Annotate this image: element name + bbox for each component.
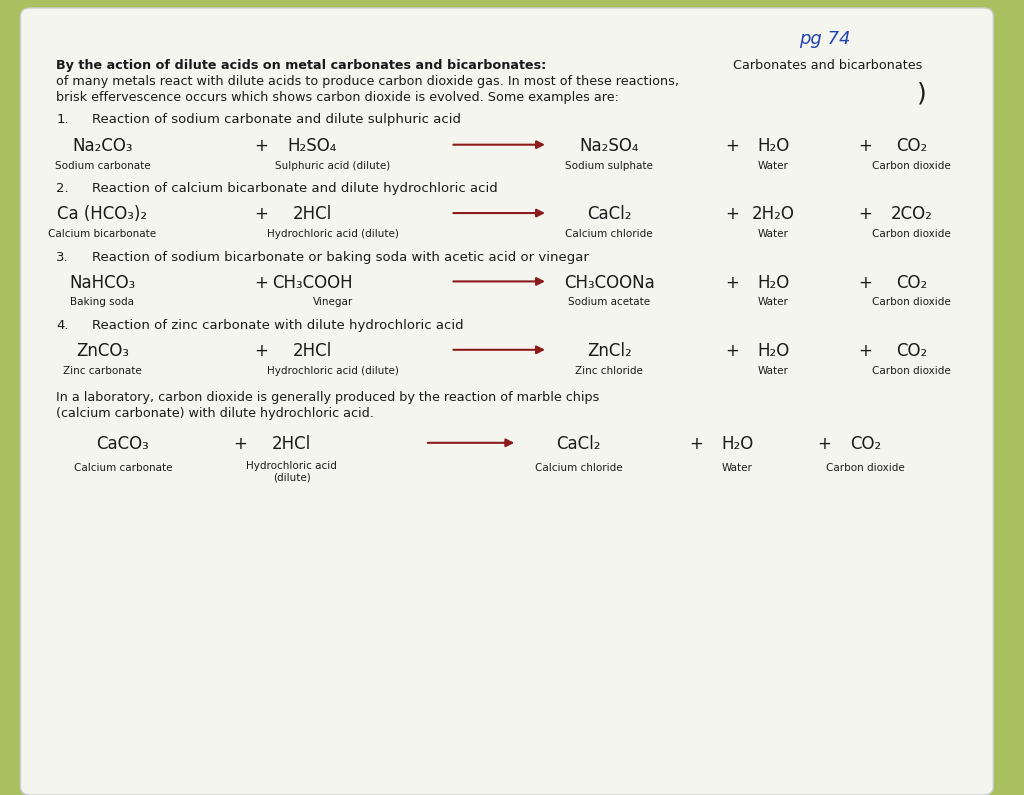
Text: 2HCl: 2HCl <box>293 205 332 223</box>
Text: 1.: 1. <box>56 113 69 126</box>
Text: Na₂CO₃: Na₂CO₃ <box>72 137 133 155</box>
Text: Reaction of sodium carbonate and dilute sulphuric acid: Reaction of sodium carbonate and dilute … <box>92 113 461 126</box>
Text: CaCO₃: CaCO₃ <box>96 435 150 453</box>
Text: Calcium chloride: Calcium chloride <box>535 463 623 473</box>
Text: +: + <box>254 342 268 360</box>
Text: Baking soda: Baking soda <box>71 297 134 308</box>
Text: H₂O: H₂O <box>757 273 790 292</box>
Text: CaCl₂: CaCl₂ <box>587 205 632 223</box>
Text: H₂O: H₂O <box>721 435 754 453</box>
Text: CO₂: CO₂ <box>896 273 927 292</box>
Text: Reaction of sodium bicarbonate or baking soda with acetic acid or vinegar: Reaction of sodium bicarbonate or baking… <box>92 250 589 264</box>
Text: H₂O: H₂O <box>757 342 790 360</box>
Text: CaCl₂: CaCl₂ <box>556 435 601 453</box>
Text: Sodium carbonate: Sodium carbonate <box>54 161 151 171</box>
Text: Na₂SO₄: Na₂SO₄ <box>580 137 639 155</box>
Text: 2CO₂: 2CO₂ <box>891 205 932 223</box>
Text: Calcium carbonate: Calcium carbonate <box>74 463 172 473</box>
Text: Water: Water <box>722 463 753 473</box>
Text: Calcium bicarbonate: Calcium bicarbonate <box>48 229 157 239</box>
Text: Zinc carbonate: Zinc carbonate <box>63 366 141 376</box>
Text: Water: Water <box>758 161 788 171</box>
Text: CO₂: CO₂ <box>896 137 927 155</box>
Text: pg 74: pg 74 <box>799 29 850 48</box>
Text: Carbon dioxide: Carbon dioxide <box>872 229 950 239</box>
Text: +: + <box>233 435 248 453</box>
Text: H₂SO₄: H₂SO₄ <box>288 137 337 155</box>
Text: Carbon dioxide: Carbon dioxide <box>826 463 904 473</box>
Text: Carbon dioxide: Carbon dioxide <box>872 161 950 171</box>
Text: Water: Water <box>758 229 788 239</box>
Text: +: + <box>725 342 739 360</box>
Text: 3.: 3. <box>56 250 69 264</box>
Text: Vinegar: Vinegar <box>312 297 353 308</box>
Text: 2HCl: 2HCl <box>272 435 311 453</box>
Text: +: + <box>254 273 268 292</box>
Text: H₂O: H₂O <box>757 137 790 155</box>
Text: Carbonates and bicarbonates: Carbonates and bicarbonates <box>729 59 923 72</box>
Text: 2HCl: 2HCl <box>293 342 332 360</box>
Text: 2H₂O: 2H₂O <box>752 205 795 223</box>
Text: CH₃COOH: CH₃COOH <box>272 273 352 292</box>
Text: Carbon dioxide: Carbon dioxide <box>872 297 950 308</box>
Text: NaHCO₃: NaHCO₃ <box>70 273 135 292</box>
Text: Hydrochloric acid
(dilute): Hydrochloric acid (dilute) <box>247 460 337 483</box>
Text: of many metals react with dilute acids to produce carbon dioxide gas. In most of: of many metals react with dilute acids t… <box>56 75 679 88</box>
Text: brisk effervescence occurs which shows carbon dioxide is evolved. Some examples : brisk effervescence occurs which shows c… <box>56 91 620 104</box>
Text: Hydrochloric acid (dilute): Hydrochloric acid (dilute) <box>267 366 398 376</box>
Text: ZnCO₃: ZnCO₃ <box>76 342 129 360</box>
Text: Hydrochloric acid (dilute): Hydrochloric acid (dilute) <box>267 229 398 239</box>
Text: Sulphuric acid (dilute): Sulphuric acid (dilute) <box>275 161 390 171</box>
Text: +: + <box>254 137 268 155</box>
Text: Water: Water <box>758 297 788 308</box>
Text: Zinc chloride: Zinc chloride <box>575 366 643 376</box>
Text: +: + <box>725 273 739 292</box>
Text: CO₂: CO₂ <box>850 435 881 453</box>
Text: CH₃COONa: CH₃COONa <box>564 273 654 292</box>
Text: Reaction of zinc carbonate with dilute hydrochloric acid: Reaction of zinc carbonate with dilute h… <box>92 319 464 332</box>
Text: Ca (HCO₃)₂: Ca (HCO₃)₂ <box>57 205 147 223</box>
Text: Reaction of calcium bicarbonate and dilute hydrochloric acid: Reaction of calcium bicarbonate and dilu… <box>92 182 498 196</box>
Text: +: + <box>858 137 872 155</box>
FancyBboxPatch shape <box>20 8 993 795</box>
Text: Sodium acetate: Sodium acetate <box>568 297 650 308</box>
Text: +: + <box>725 205 739 223</box>
Text: +: + <box>725 137 739 155</box>
Text: +: + <box>858 205 872 223</box>
Text: (calcium carbonate) with dilute hydrochloric acid.: (calcium carbonate) with dilute hydrochl… <box>56 407 374 421</box>
Text: +: + <box>254 205 268 223</box>
Text: By the action of dilute acids on metal carbonates and bicarbonates:: By the action of dilute acids on metal c… <box>56 59 547 72</box>
Text: Calcium chloride: Calcium chloride <box>565 229 653 239</box>
Text: +: + <box>858 342 872 360</box>
Text: In a laboratory, carbon dioxide is generally produced by the reaction of marble : In a laboratory, carbon dioxide is gener… <box>56 391 600 405</box>
Text: Water: Water <box>758 366 788 376</box>
Text: Carbon dioxide: Carbon dioxide <box>872 366 950 376</box>
Text: CO₂: CO₂ <box>896 342 927 360</box>
Text: ): ) <box>916 82 927 106</box>
Text: Sodium sulphate: Sodium sulphate <box>565 161 653 171</box>
Text: +: + <box>689 435 703 453</box>
Text: 2.: 2. <box>56 182 69 196</box>
Text: 4.: 4. <box>56 319 69 332</box>
Text: ZnCl₂: ZnCl₂ <box>587 342 632 360</box>
Text: +: + <box>817 435 831 453</box>
Text: +: + <box>858 273 872 292</box>
